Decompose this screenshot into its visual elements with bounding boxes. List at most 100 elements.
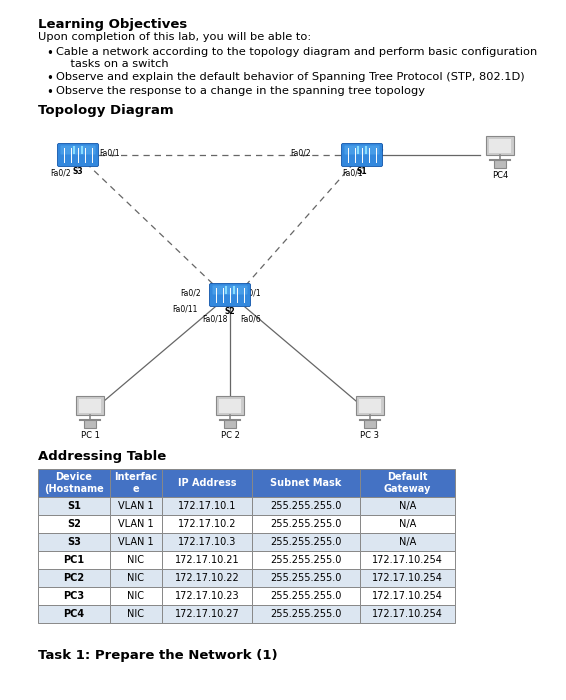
- Text: Fa0/1: Fa0/1: [99, 149, 119, 158]
- Bar: [38, 605, 110, 623]
- Text: PC3: PC3: [63, 591, 84, 601]
- Bar: [110, 497, 162, 515]
- Text: S3: S3: [72, 167, 83, 176]
- FancyBboxPatch shape: [212, 286, 247, 295]
- Text: PC4: PC4: [63, 609, 84, 619]
- Text: 255.255.255.0: 255.255.255.0: [271, 573, 342, 583]
- Bar: [162, 569, 252, 587]
- Bar: [359, 399, 381, 413]
- Text: 172.17.10.21: 172.17.10.21: [175, 555, 239, 565]
- Bar: [79, 399, 101, 413]
- Text: N/A: N/A: [399, 537, 416, 547]
- Text: PC4: PC4: [492, 171, 508, 180]
- Bar: [494, 160, 506, 168]
- Text: •: •: [46, 72, 53, 85]
- Text: 255.255.255.0: 255.255.255.0: [271, 555, 342, 565]
- Text: Observe and explain the default behavior of Spanning Tree Protocol (STP, 802.1D): Observe and explain the default behavior…: [56, 72, 525, 82]
- Text: Fa0/1: Fa0/1: [240, 289, 260, 298]
- Bar: [360, 533, 455, 551]
- Text: Device
(Hostname: Device (Hostname: [44, 473, 104, 494]
- Text: tasks on a switch: tasks on a switch: [56, 59, 169, 69]
- Bar: [162, 497, 252, 515]
- Text: Fa0/18: Fa0/18: [202, 315, 228, 324]
- Bar: [252, 515, 360, 533]
- Bar: [38, 469, 110, 497]
- Bar: [162, 469, 252, 497]
- Text: NIC: NIC: [127, 555, 144, 565]
- Bar: [360, 605, 455, 623]
- Bar: [224, 420, 236, 428]
- Text: PC2: PC2: [63, 573, 84, 583]
- Text: 172.17.10.23: 172.17.10.23: [175, 591, 239, 601]
- Bar: [360, 551, 455, 569]
- Text: •: •: [46, 47, 53, 60]
- Text: S2: S2: [225, 307, 235, 316]
- FancyBboxPatch shape: [61, 146, 96, 155]
- Text: 255.255.255.0: 255.255.255.0: [271, 609, 342, 619]
- Text: PC1: PC1: [63, 555, 84, 565]
- Bar: [486, 136, 514, 155]
- Text: 255.255.255.0: 255.255.255.0: [271, 501, 342, 511]
- Bar: [356, 396, 384, 415]
- Text: NIC: NIC: [127, 573, 144, 583]
- Text: Subnet Mask: Subnet Mask: [271, 478, 342, 488]
- Text: S2: S2: [67, 519, 81, 529]
- Text: Fa0/3: Fa0/3: [363, 144, 384, 153]
- Bar: [110, 569, 162, 587]
- Text: Fa0/11: Fa0/11: [172, 305, 198, 314]
- Bar: [38, 569, 110, 587]
- Bar: [162, 515, 252, 533]
- Bar: [162, 533, 252, 551]
- Bar: [38, 533, 110, 551]
- Text: PC 3: PC 3: [361, 431, 379, 440]
- Text: PC 2: PC 2: [221, 431, 239, 440]
- Text: 255.255.255.0: 255.255.255.0: [271, 591, 342, 601]
- Text: S1: S1: [67, 501, 81, 511]
- Bar: [162, 605, 252, 623]
- Text: 172.17.10.3: 172.17.10.3: [178, 537, 236, 547]
- Bar: [110, 515, 162, 533]
- Bar: [110, 533, 162, 551]
- Text: Addressing Table: Addressing Table: [38, 450, 166, 463]
- Bar: [360, 569, 455, 587]
- Bar: [38, 587, 110, 605]
- Text: 172.17.10.254: 172.17.10.254: [372, 591, 443, 601]
- Text: 172.17.10.254: 172.17.10.254: [372, 573, 443, 583]
- Bar: [38, 497, 110, 515]
- Text: VLAN 1: VLAN 1: [118, 537, 154, 547]
- FancyBboxPatch shape: [345, 146, 379, 155]
- Bar: [252, 605, 360, 623]
- Bar: [110, 551, 162, 569]
- Text: N/A: N/A: [399, 519, 416, 529]
- Text: Cable a network according to the topology diagram and perform basic configuratio: Cable a network according to the topolog…: [56, 47, 537, 57]
- FancyBboxPatch shape: [209, 284, 251, 307]
- Text: Fa0/2: Fa0/2: [180, 289, 200, 298]
- Text: 172.17.10.254: 172.17.10.254: [372, 609, 443, 619]
- Bar: [110, 469, 162, 497]
- Text: Fa0/2: Fa0/2: [290, 149, 311, 158]
- Text: 172.17.10.1: 172.17.10.1: [178, 501, 236, 511]
- Bar: [364, 420, 376, 428]
- Bar: [162, 587, 252, 605]
- Bar: [84, 420, 96, 428]
- Text: Upon completion of this lab, you will be able to:: Upon completion of this lab, you will be…: [38, 32, 311, 42]
- Text: Interfac
e: Interfac e: [114, 473, 157, 494]
- Text: Fa0/6: Fa0/6: [240, 315, 261, 324]
- Text: Observe the response to a change in the spanning tree topology: Observe the response to a change in the …: [56, 86, 425, 96]
- Bar: [252, 497, 360, 515]
- FancyBboxPatch shape: [341, 144, 383, 167]
- Text: S3: S3: [67, 537, 81, 547]
- Bar: [252, 469, 360, 497]
- Text: VLAN 1: VLAN 1: [118, 501, 154, 511]
- Text: Task 1: Prepare the Network (1): Task 1: Prepare the Network (1): [38, 649, 278, 662]
- Text: •: •: [46, 86, 53, 99]
- Text: NIC: NIC: [127, 609, 144, 619]
- Text: Fa0/2: Fa0/2: [50, 169, 71, 178]
- Bar: [252, 551, 360, 569]
- Bar: [110, 587, 162, 605]
- Text: Default
Gateway: Default Gateway: [384, 473, 431, 494]
- Bar: [360, 515, 455, 533]
- Bar: [76, 396, 104, 415]
- Bar: [38, 551, 110, 569]
- Text: PC 1: PC 1: [80, 431, 100, 440]
